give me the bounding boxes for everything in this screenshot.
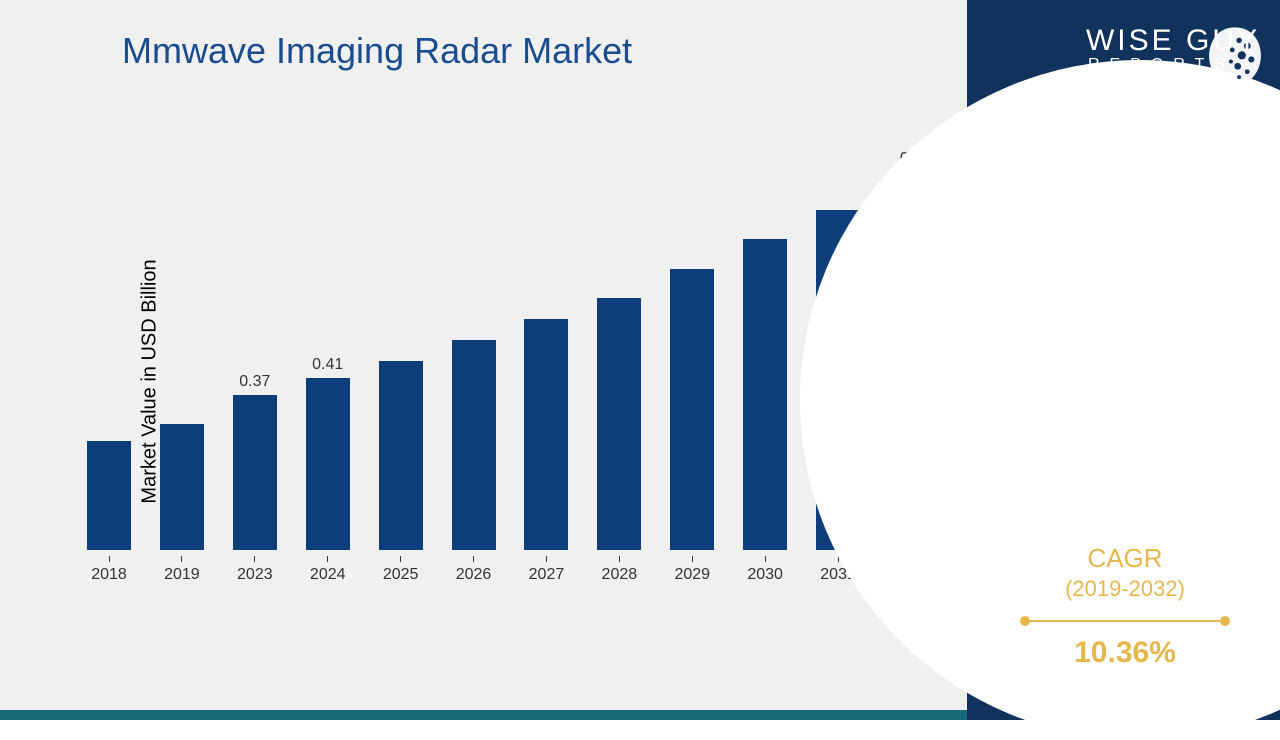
x-tick-label: 2027 <box>513 566 579 584</box>
bar <box>233 395 277 550</box>
bar <box>306 378 350 550</box>
bar <box>597 298 641 550</box>
cagr-block: CAGR (2019-2032) 10.36% <box>1000 543 1250 670</box>
x-tick: 2019 <box>149 556 215 584</box>
logo-text-top: WISE GUY <box>1086 24 1260 58</box>
cagr-divider <box>1025 620 1225 622</box>
bar <box>379 361 423 550</box>
x-tick: 2029 <box>659 556 725 584</box>
logo-text-bottom: REPORTS <box>1086 56 1260 74</box>
x-tick: 2028 <box>586 556 652 584</box>
cagr-years: (2019-2032) <box>1000 576 1250 602</box>
x-tick: 2023 <box>222 556 288 584</box>
x-tick-label: 2018 <box>76 566 142 584</box>
bar-wrap <box>513 319 579 550</box>
x-tick: 2018 <box>76 556 142 584</box>
bar-wrap: 0.41 <box>295 356 361 550</box>
x-tick-label: 2028 <box>586 566 652 584</box>
bar <box>160 424 204 550</box>
bar-value-label: 0.41 <box>312 356 343 374</box>
chart-title: Mmwave Imaging Radar Market <box>122 30 632 72</box>
bar <box>743 239 787 550</box>
bar-wrap <box>659 269 725 550</box>
x-axis: 2018 2019 2023 2024 2025 2026 2027 2028 2029 2030… <box>70 556 950 584</box>
brand-logo: WISE GUY REPORTS <box>1086 24 1260 74</box>
bar-wrap <box>441 340 507 550</box>
bottom-accent-bar <box>0 710 967 720</box>
x-tick-label: 2029 <box>659 566 725 584</box>
bar-wrap <box>586 298 652 550</box>
x-tick-label: 2023 <box>222 566 288 584</box>
x-tick-label: 2019 <box>149 566 215 584</box>
x-tick: 2026 <box>441 556 507 584</box>
cagr-title: CAGR <box>1000 543 1250 574</box>
right-panel: WISE GUY REPORTS CAGR (2019-2032) 10.36% <box>967 0 1280 720</box>
x-tick-label: 2030 <box>732 566 798 584</box>
x-tick: 2025 <box>368 556 434 584</box>
bar <box>87 441 131 550</box>
bar <box>452 340 496 550</box>
x-tick-label: 2026 <box>441 566 507 584</box>
bar-wrap <box>368 361 434 550</box>
bar-wrap <box>732 239 798 550</box>
bar-wrap <box>76 441 142 550</box>
bar <box>524 319 568 550</box>
bar <box>670 269 714 550</box>
x-tick-label: 2025 <box>368 566 434 584</box>
x-tick-label: 2024 <box>295 566 361 584</box>
x-tick: 2027 <box>513 556 579 584</box>
bar-wrap <box>149 424 215 550</box>
x-tick: 2030 <box>732 556 798 584</box>
cagr-value: 10.36% <box>1000 636 1250 670</box>
bar-wrap: 0.37 <box>222 373 288 550</box>
bar-value-label: 0.37 <box>239 373 270 391</box>
x-tick: 2024 <box>295 556 361 584</box>
